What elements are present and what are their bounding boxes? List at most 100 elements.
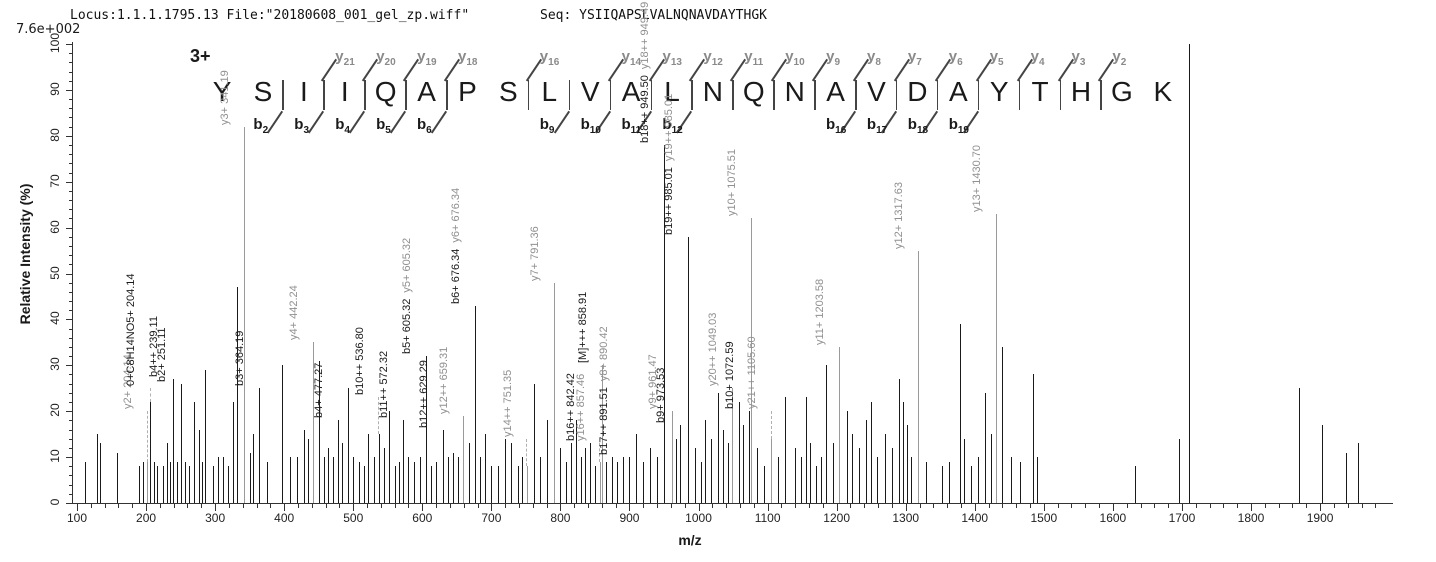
x-minor-tick	[173, 504, 175, 508]
x-major-tick	[1320, 504, 1322, 511]
b-ion-label: b5	[376, 116, 391, 136]
x-minor-tick	[753, 504, 755, 508]
y-major-tick	[66, 365, 72, 367]
x-major-tick	[629, 504, 631, 511]
peak-label-text: 0+C8H14NO5+ 204.14	[125, 273, 138, 387]
x-tick-label: 700	[481, 511, 502, 525]
spectrum-peak	[777, 457, 779, 503]
peak-label-text: y16++ 857.46	[574, 374, 587, 442]
x-major-tick	[836, 504, 838, 511]
x-minor-tick	[1264, 504, 1266, 508]
x-minor-tick	[159, 504, 161, 508]
spectrum-peak	[313, 342, 315, 503]
y-ion-label: y9	[826, 48, 840, 68]
y-ion-label: y10	[785, 48, 805, 68]
b-ion-slash	[349, 110, 365, 134]
spectrum-peak	[748, 411, 750, 503]
x-tick-label: 1900	[1306, 511, 1334, 525]
x-minor-tick	[933, 504, 935, 508]
spectrum-peak	[431, 466, 433, 503]
x-major-tick	[353, 504, 355, 511]
spectrum-peak	[657, 457, 659, 503]
residue-letter: S	[499, 76, 518, 107]
y-minor-tick	[69, 190, 72, 192]
x-minor-tick	[311, 504, 313, 508]
peak-label: y10+ 1075.51	[726, 143, 739, 216]
x-tick-label: 400	[274, 511, 295, 525]
spectrum-peak	[342, 443, 344, 503]
x-axis-line	[72, 503, 1393, 504]
y-ion-label: y19	[417, 48, 437, 68]
b-ion-label: b12	[662, 116, 683, 136]
spectrum-peak	[170, 461, 172, 503]
peak-label-text: y7+ 791.36	[529, 225, 542, 281]
y-minor-tick	[69, 337, 72, 339]
peak-label: y11+ 1203.58	[814, 273, 827, 345]
x-minor-tick	[1278, 504, 1280, 508]
b-ion-label: b9	[539, 116, 555, 136]
x-minor-tick	[601, 504, 603, 508]
residue-letter: D	[907, 76, 928, 107]
spectrum-peak	[194, 402, 196, 503]
spectrum-peak	[1178, 438, 1180, 503]
residue-letter: A	[417, 76, 436, 107]
spectrum-peak	[480, 457, 482, 503]
spectrum-peak	[978, 457, 980, 503]
x-minor-tick	[1333, 504, 1335, 508]
spectrum-peak	[1346, 452, 1348, 503]
spectrum-peak	[1322, 424, 1324, 503]
x-minor-tick	[1306, 504, 1308, 508]
spectrum-peak	[419, 457, 421, 503]
peak-label-text: y6+ 676.34	[450, 187, 463, 243]
x-minor-tick	[201, 504, 203, 508]
spectrum-peak	[805, 397, 807, 503]
x-minor-tick	[256, 504, 258, 508]
x-tick-label: 500	[343, 511, 364, 525]
residue-letter: A	[948, 76, 968, 107]
x-minor-tick	[684, 504, 686, 508]
peak-label: b12++ 629.29	[418, 354, 431, 428]
fragment-boundary-bar	[732, 80, 734, 110]
x-minor-tick	[187, 504, 189, 508]
peak-label-text: b12++ 629.29	[417, 359, 430, 428]
x-major-tick	[215, 504, 217, 511]
residue-letter: P	[458, 76, 477, 107]
residue-letter: A	[621, 76, 641, 107]
residue-letter: V	[580, 76, 600, 107]
spectrum-peak	[324, 457, 326, 503]
peak-label-text: y8+ 890.42	[598, 326, 611, 382]
peak-label-text: b10++ 536.80	[353, 327, 366, 396]
spectrum-peak	[560, 447, 562, 503]
y-minor-tick	[69, 402, 72, 404]
spectrum-peak	[249, 452, 251, 503]
spectrum-peak	[771, 438, 773, 503]
spectrum-peak	[995, 213, 997, 503]
peak-label: b2+ 251.11	[156, 321, 169, 382]
peak-label-text: b19++ 985.01	[663, 166, 676, 235]
x-major-tick	[698, 504, 700, 511]
peak-label-text: y12+ 1317.63	[892, 181, 905, 249]
y-minor-tick	[69, 447, 72, 449]
peak-label-text: b17++ 891.51	[598, 387, 611, 456]
y-ion-label: y5	[989, 48, 1004, 68]
x-minor-tick	[132, 504, 134, 508]
spectrum-peak	[233, 402, 235, 503]
y-minor-tick	[69, 144, 72, 146]
residue-letter: Y	[989, 76, 1009, 107]
peak-label-text: y21++ 1105.60	[746, 336, 759, 410]
spectrum-peak	[643, 461, 645, 503]
x-minor-tick	[1209, 504, 1211, 508]
y-tick-label: 100	[48, 32, 62, 54]
spectrum-peak	[188, 466, 190, 503]
residue-letter: T	[1031, 76, 1049, 107]
y-ion-label: y4	[1030, 48, 1045, 68]
x-minor-tick	[712, 504, 714, 508]
y-tick-label: 30	[48, 357, 62, 371]
fragment-boundary-bar	[691, 80, 693, 110]
x-minor-tick	[228, 504, 230, 508]
spectrum-peak	[383, 447, 385, 503]
peak-label: y7+ 791.36	[529, 220, 542, 281]
x-minor-tick	[1168, 504, 1170, 508]
fragment-boundary-bar	[282, 80, 284, 110]
y-ion-label: y16	[539, 48, 560, 68]
